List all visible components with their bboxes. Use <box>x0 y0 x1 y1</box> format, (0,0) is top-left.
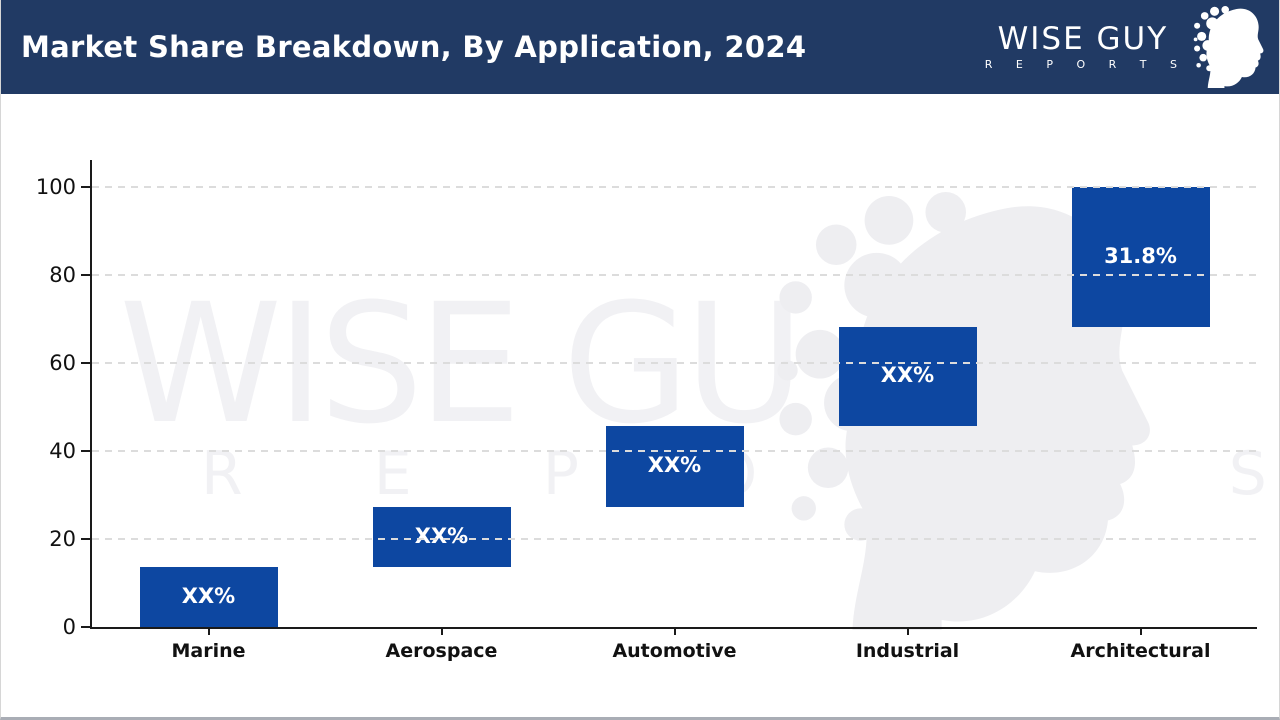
x-axis-label-industrial: Industrial <box>855 640 960 662</box>
bar-automotive: XX% <box>605 425 744 507</box>
x-tick-automotive <box>673 627 676 635</box>
y-axis-label-80: 80 <box>49 262 76 287</box>
gridline-60 <box>92 362 1257 364</box>
gridline-40 <box>92 450 1257 452</box>
bar-value-label-automotive: XX% <box>647 453 702 478</box>
brand-logo: WISE GUY R E P O R T S <box>979 6 1267 88</box>
y-tick-100 <box>81 186 90 188</box>
brand-logo-text: WISE GUY R E P O R T S <box>979 21 1187 71</box>
bar-industrial: XX% <box>838 326 977 426</box>
x-axis-label-automotive: Automotive <box>612 640 737 662</box>
brand-name: WISE GUY <box>997 21 1169 57</box>
bar-aerospace: XX% <box>372 506 511 568</box>
gridline-20 <box>92 538 1257 540</box>
bar-value-label-industrial: XX% <box>880 363 935 388</box>
bar-value-label-aerospace: XX% <box>414 524 469 549</box>
brand-subname: R E P O R T S <box>984 58 1187 71</box>
bar-architectural: 31.8% <box>1071 187 1210 327</box>
y-axis-label-20: 20 <box>49 526 76 551</box>
bar-value-label-architectural: 31.8% <box>1104 244 1177 269</box>
gridline-80 <box>92 274 1257 276</box>
x-tick-industrial <box>906 627 909 635</box>
x-axis-label-marine: Marine <box>171 640 246 662</box>
y-axis-label-60: 60 <box>49 350 76 375</box>
x-axis-label-aerospace: Aerospace <box>385 640 498 662</box>
x-tick-aerospace <box>440 627 443 635</box>
x-axis-label-architectural: Architectural <box>1070 640 1211 662</box>
page-title: Market Share Breakdown, By Application, … <box>21 30 807 64</box>
x-tick-architectural <box>1139 627 1142 635</box>
x-tick-marine <box>207 627 210 635</box>
y-tick-60 <box>81 362 90 364</box>
y-tick-80 <box>81 274 90 276</box>
y-axis-label-100: 100 <box>35 174 76 199</box>
y-axis-label-40: 40 <box>49 438 76 463</box>
y-axis-label-0: 0 <box>62 614 76 639</box>
y-tick-0 <box>81 626 90 628</box>
plot-area: 0 20 40 60 80 100 XX% Marine XX% Aerospace XX% Auto… <box>36 160 1257 662</box>
brand-face-icon <box>1191 6 1267 88</box>
y-tick-40 <box>81 450 90 452</box>
bar-value-label-marine: XX% <box>181 584 236 609</box>
header: Market Share Breakdown, By Application, … <box>1 0 1279 94</box>
y-tick-20 <box>81 538 90 540</box>
bar-marine: XX% <box>139 567 278 627</box>
gridline-100 <box>92 186 1257 188</box>
